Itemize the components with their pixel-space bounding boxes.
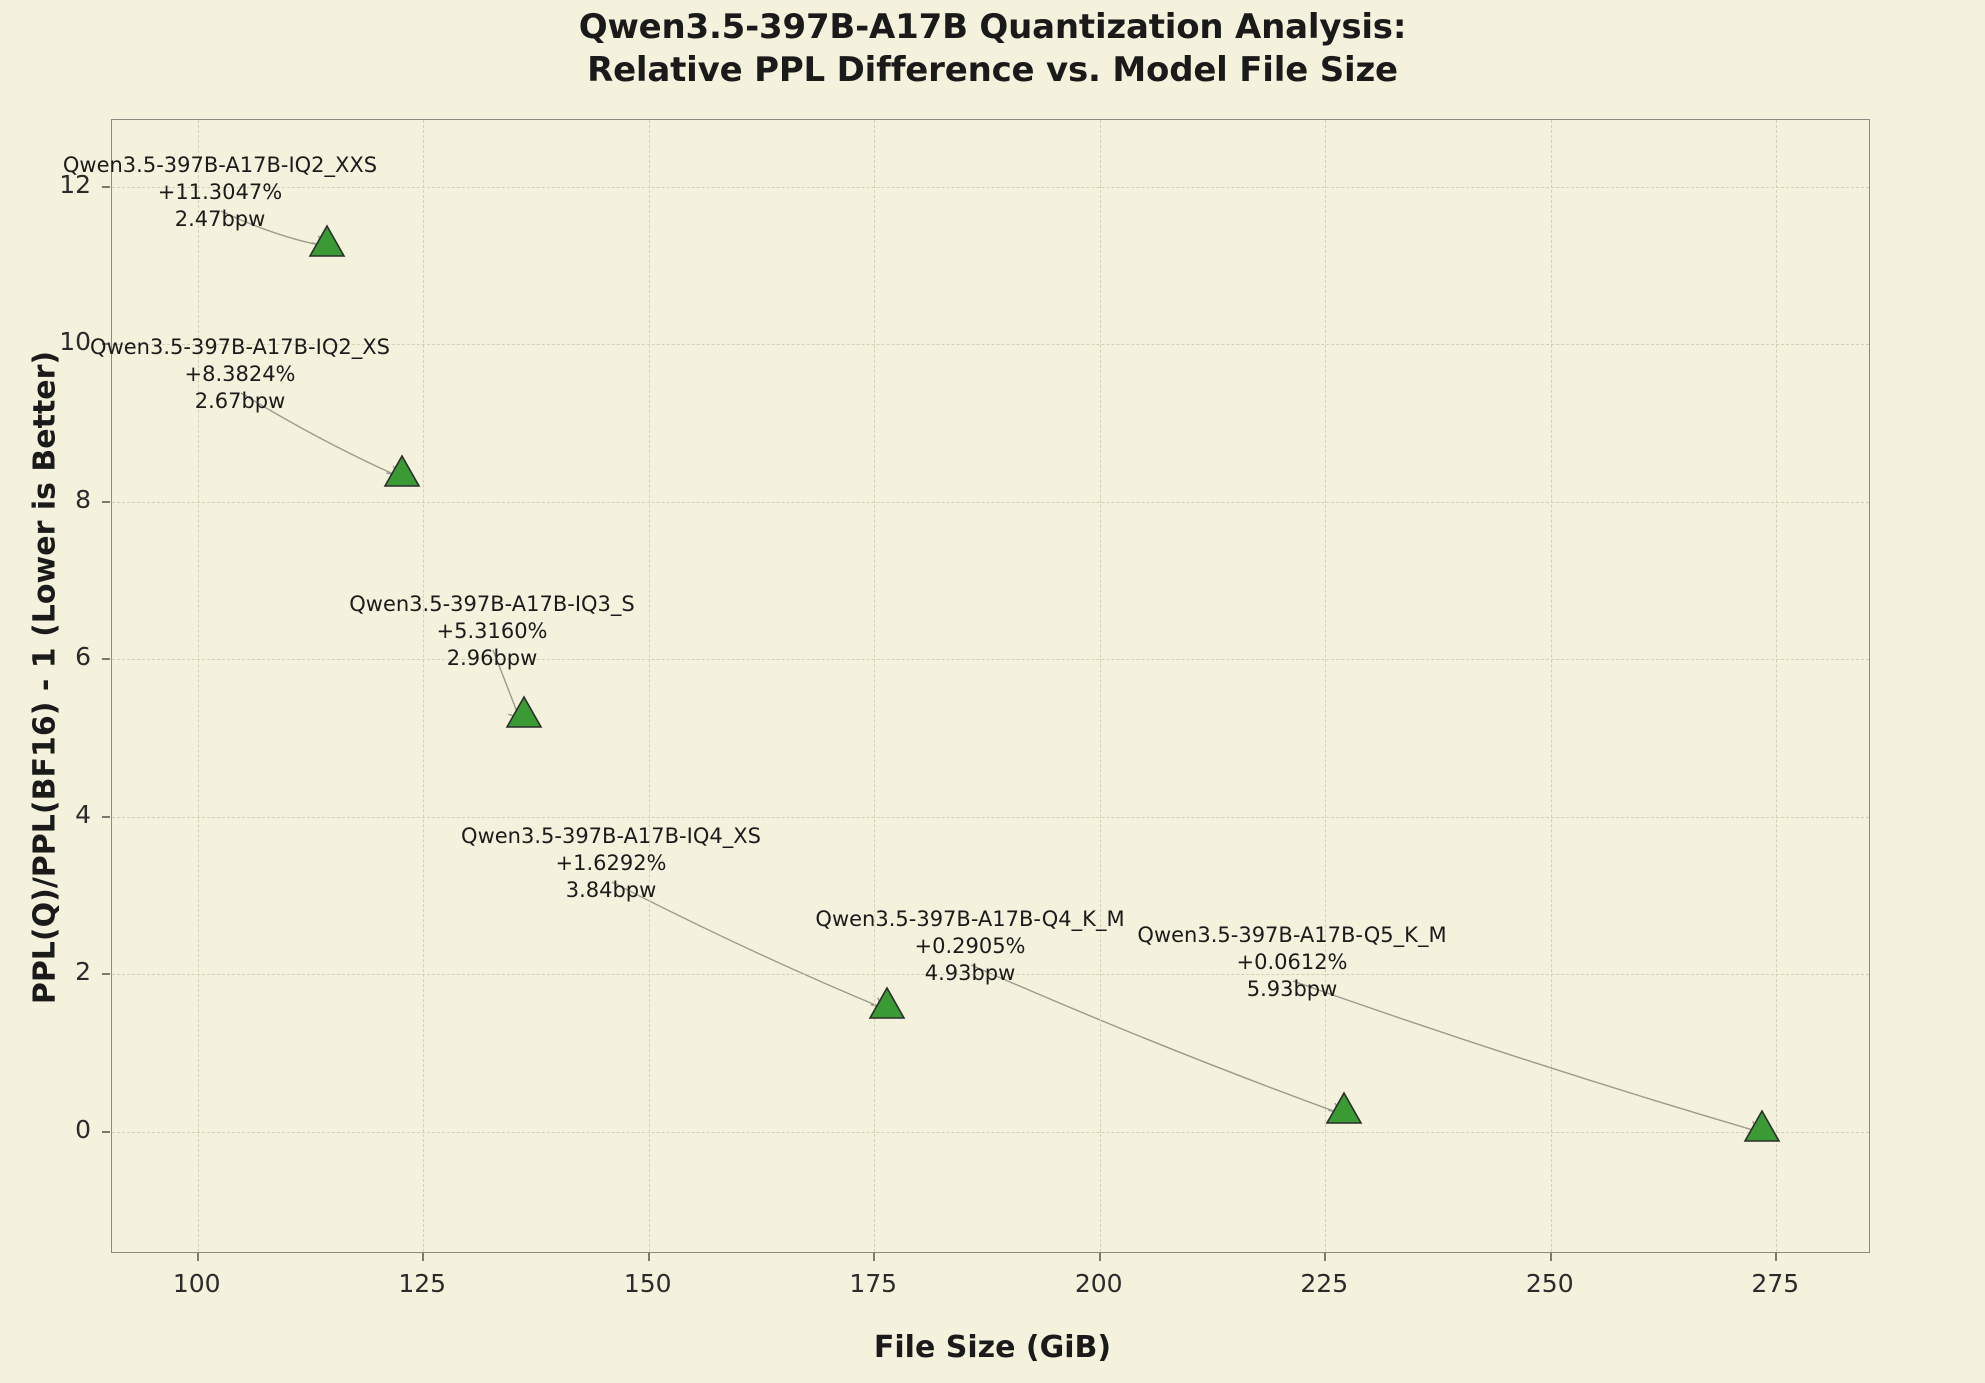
- annotation-leader-line: [611, 881, 883, 1009]
- gridline-vertical: [648, 120, 650, 1252]
- gridline-horizontal: [112, 1131, 1869, 1133]
- page-title: Qwen3.5-397B-A17B Quantization Analysis:…: [0, 6, 1985, 91]
- y-tick-label: 4: [75, 799, 91, 829]
- gridline-horizontal: [112, 344, 1869, 346]
- x-tick-mark: [1098, 1253, 1101, 1261]
- gridline-horizontal: [112, 186, 1869, 188]
- x-tick-label: 125: [398, 1269, 447, 1298]
- gridline-vertical: [1776, 120, 1778, 1252]
- x-tick-label: 100: [172, 1269, 221, 1298]
- x-tick-label: 275: [1751, 1269, 1800, 1298]
- gridline-vertical: [1099, 120, 1101, 1252]
- y-tick-mark: [102, 500, 110, 503]
- y-tick-mark: [102, 658, 110, 661]
- gridline-horizontal: [112, 659, 1869, 661]
- x-tick-label: 175: [849, 1269, 898, 1298]
- page-title-line: Qwen3.5-397B-A17B Quantization Analysis:: [578, 7, 1407, 47]
- page-title-line: Relative PPL Difference vs. Model File S…: [587, 49, 1398, 90]
- y-tick-mark: [102, 185, 110, 188]
- gridline-horizontal: [112, 501, 1869, 503]
- y-tick-mark: [102, 343, 110, 346]
- y-tick-label: 8: [75, 484, 91, 514]
- x-tick-mark: [1549, 1253, 1552, 1261]
- gridline-vertical: [423, 120, 425, 1252]
- gridline-vertical: [874, 120, 876, 1252]
- x-tick-label: 200: [1074, 1269, 1123, 1298]
- y-tick-mark: [102, 973, 110, 976]
- leader-lines: [220, 210, 1758, 1132]
- y-tick-label: 6: [75, 642, 91, 672]
- x-tick-mark: [873, 1253, 876, 1261]
- x-tick-mark: [647, 1253, 650, 1261]
- y-tick-label: 12: [59, 169, 91, 199]
- plot-area: [111, 119, 1870, 1253]
- x-tick-label: 250: [1525, 1269, 1574, 1298]
- x-axis-label: File Size (GiB): [873, 1330, 1112, 1365]
- x-tick-mark: [1775, 1253, 1778, 1261]
- annotation-leader-line: [970, 964, 1340, 1114]
- gridline-horizontal: [112, 816, 1869, 818]
- y-axis-label: PPL(Q)/PPL(BF16) - 1 (Lower is Better): [27, 350, 63, 1005]
- gridline-vertical: [197, 120, 199, 1252]
- y-tick-label: 2: [75, 957, 91, 987]
- x-tick-label: 225: [1300, 1269, 1349, 1298]
- annotation-leader-line: [240, 392, 398, 477]
- x-tick-label: 150: [623, 1269, 672, 1298]
- x-tick-mark: [196, 1253, 199, 1261]
- y-tick-mark: [102, 815, 110, 818]
- gridline-vertical: [1550, 120, 1552, 1252]
- x-tick-mark: [422, 1253, 425, 1261]
- x-tick-mark: [1324, 1253, 1327, 1261]
- y-tick-label: 0: [75, 1114, 91, 1144]
- y-tick-mark: [102, 1130, 110, 1133]
- annotation-leader-line: [220, 210, 323, 247]
- y-tick-label: 10: [59, 327, 91, 357]
- gridline-horizontal: [112, 974, 1869, 976]
- gridline-vertical: [1325, 120, 1327, 1252]
